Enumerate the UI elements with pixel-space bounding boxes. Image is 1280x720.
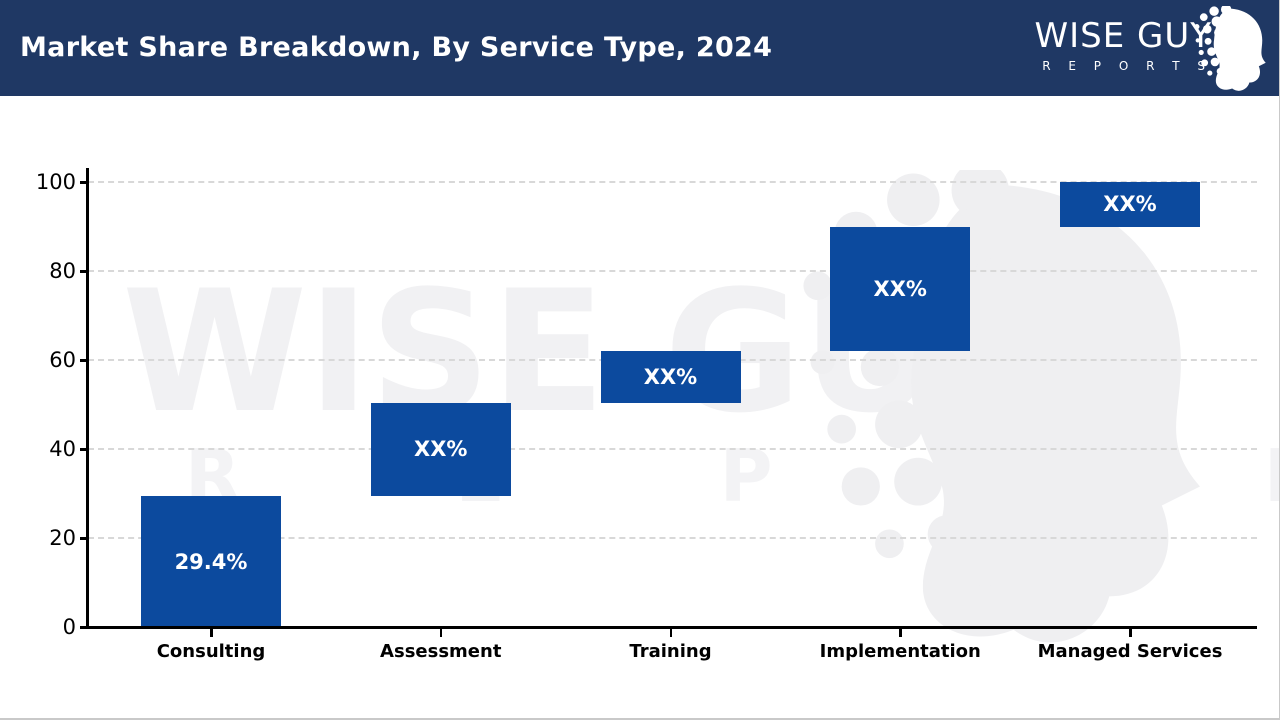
y-tick-label: 80 [49,259,76,283]
bar-value-label: XX% [1103,192,1157,217]
y-tick-label: 40 [49,437,76,461]
logo-wordmark: WISE GUY [1034,16,1212,56]
gridline [88,270,1257,272]
y-tick-mark [80,448,88,451]
x-category-label-managed-services: Managed Services [1037,641,1223,662]
x-tick-mark [899,629,902,637]
y-tick-mark [80,359,88,362]
gridline [88,181,1257,183]
y-tick-mark [80,181,88,184]
logo-subtitle: R E P O R T S [1042,59,1212,73]
page-title: Market Share Breakdown, By Service Type,… [20,32,773,63]
wise-guy-reports-logo: WISE GUY R E P O R T S [980,0,1279,96]
y-tick-label: 20 [49,526,76,550]
bar-value-label: XX% [414,437,468,462]
bar-value-label: 29.4% [174,549,248,574]
x-axis-line [86,626,1257,629]
x-tick-mark [439,629,443,637]
y-tick-mark [80,270,88,273]
y-tick-mark [80,626,88,629]
gridline [88,448,1257,450]
head-profile-icon [1194,6,1266,91]
bar-managed-services [1060,182,1200,227]
y-tick-label: 60 [49,348,76,372]
header-band: Market Share Breakdown, By Service Type,… [0,0,1279,96]
gridline [88,537,1257,539]
x-category-label-implementation: Implementation [819,641,981,662]
bar-value-label: XX% [873,276,927,301]
y-axis-line [86,168,89,629]
x-tick-mark [210,629,213,637]
logo-text: WISE GUY R E P O R T S [1034,17,1212,74]
bar-value-label: XX% [643,364,698,389]
x-tick-mark [669,629,672,637]
x-category-label-training: Training [629,641,712,662]
bar-implementation [830,226,971,351]
y-tick-label: 100 [35,170,76,194]
bar-consulting [141,496,281,627]
x-tick-mark [1129,629,1132,637]
y-tick-label: 0 [62,615,76,639]
bar-training [600,350,741,403]
waterfall-chart: 0 20 40 60 80 100 29.4% Consulting XX% Assessment… [0,96,1279,718]
y-tick-mark [80,537,88,540]
bar-assessment [370,402,511,497]
x-category-label-consulting: Consulting [156,641,266,662]
x-category-label-assessment: Assessment [380,641,502,662]
